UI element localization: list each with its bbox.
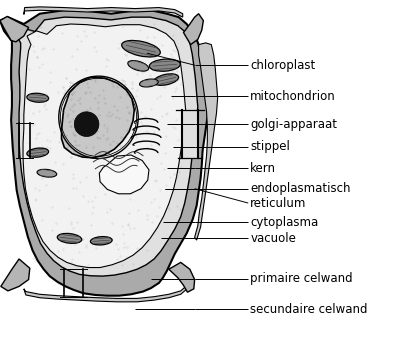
Polygon shape bbox=[1, 259, 30, 291]
Polygon shape bbox=[99, 155, 149, 194]
Polygon shape bbox=[195, 43, 218, 240]
Ellipse shape bbox=[27, 93, 49, 102]
Text: primaire celwand: primaire celwand bbox=[250, 272, 353, 285]
Text: cytoplasma: cytoplasma bbox=[250, 216, 318, 229]
Ellipse shape bbox=[149, 59, 180, 71]
Polygon shape bbox=[23, 24, 186, 268]
Ellipse shape bbox=[128, 61, 149, 71]
Ellipse shape bbox=[154, 74, 178, 85]
Polygon shape bbox=[62, 77, 134, 158]
Polygon shape bbox=[24, 7, 183, 17]
Text: secundaire celwand: secundaire celwand bbox=[250, 303, 368, 316]
Ellipse shape bbox=[74, 112, 99, 137]
Text: kern: kern bbox=[250, 162, 276, 175]
Polygon shape bbox=[15, 17, 198, 276]
Polygon shape bbox=[0, 16, 28, 42]
Ellipse shape bbox=[37, 169, 57, 177]
Text: endoplasmatisch: endoplasmatisch bbox=[250, 182, 351, 195]
Ellipse shape bbox=[140, 79, 158, 87]
Text: vacuole: vacuole bbox=[250, 232, 296, 245]
Text: golgi-apparaat: golgi-apparaat bbox=[250, 118, 337, 131]
Text: mitochondrion: mitochondrion bbox=[250, 90, 336, 103]
Polygon shape bbox=[0, 10, 208, 296]
Text: stippel: stippel bbox=[250, 140, 290, 153]
Ellipse shape bbox=[57, 233, 82, 244]
Ellipse shape bbox=[90, 237, 112, 245]
Polygon shape bbox=[182, 110, 198, 158]
Text: chloroplast: chloroplast bbox=[250, 59, 316, 72]
Text: reticulum: reticulum bbox=[250, 197, 307, 210]
Polygon shape bbox=[24, 286, 186, 302]
Ellipse shape bbox=[27, 148, 48, 157]
Polygon shape bbox=[169, 262, 195, 292]
Ellipse shape bbox=[122, 40, 160, 57]
Polygon shape bbox=[184, 14, 203, 45]
